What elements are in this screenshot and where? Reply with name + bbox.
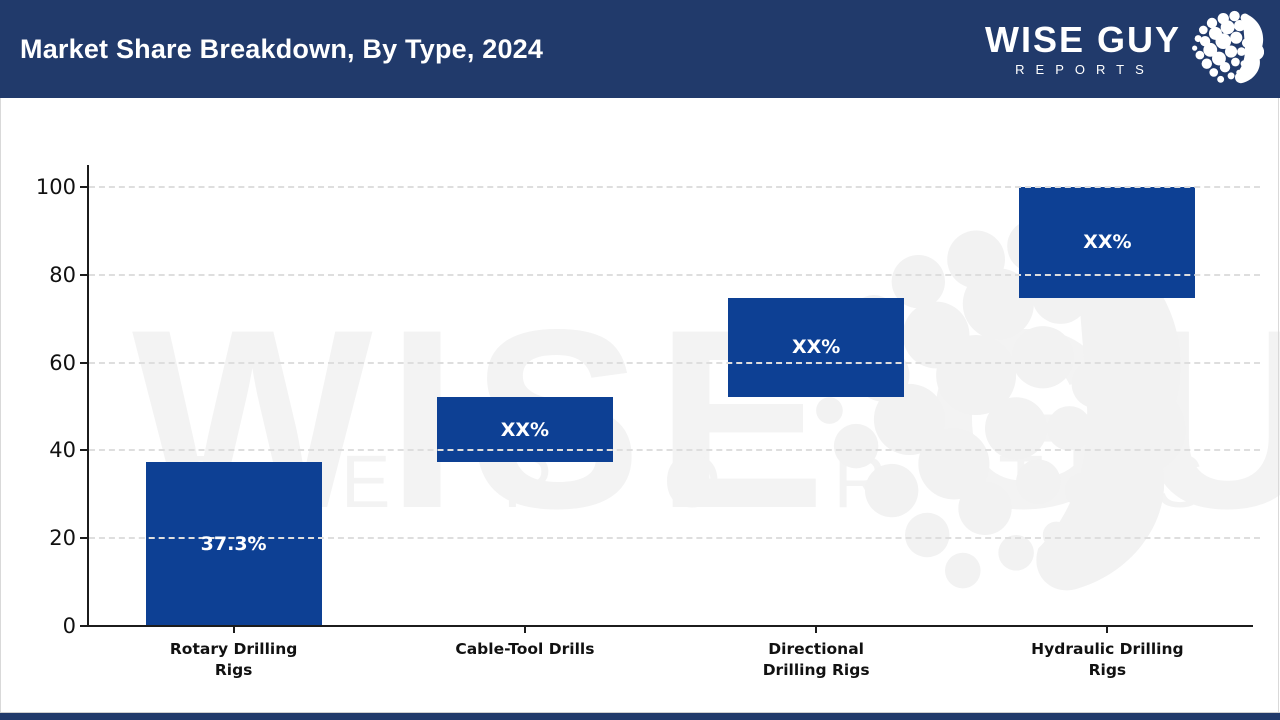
y-tick-label: 40 — [49, 438, 76, 463]
y-axis-line — [87, 165, 89, 627]
category-label: Rotary Drilling Rigs — [170, 639, 298, 681]
x-tick-mark — [815, 627, 818, 633]
header-bar: Market Share Breakdown, By Type, 2024 WI… — [0, 0, 1280, 98]
left-frame-border — [0, 98, 1, 712]
x-tick-mark — [232, 627, 235, 633]
right-frame-border — [1278, 98, 1279, 712]
y-tick-label: 20 — [49, 526, 76, 551]
y-tick-mark — [80, 537, 87, 540]
gridline — [89, 449, 1260, 452]
category-label: Hydraulic Drilling Rigs — [1031, 639, 1183, 681]
gridline — [89, 361, 1260, 364]
gridline — [89, 537, 1260, 540]
logo-subtitle-text: REPORTS — [1015, 61, 1155, 77]
logo-wordmark: WISE GUY REPORTS — [984, 18, 1181, 77]
x-tick-mark — [523, 627, 526, 633]
wise-guy-reports-logo: WISE GUY REPORTS — [985, 6, 1264, 92]
y-tick-mark — [80, 361, 87, 364]
dotted-face-icon — [1192, 10, 1264, 84]
x-axis-line — [87, 625, 1253, 627]
gridline — [89, 273, 1260, 276]
category-label-line: Rotary Drilling — [169, 640, 298, 658]
y-tick-mark — [80, 449, 87, 452]
bar-value-label: 37.3% — [200, 533, 267, 556]
logo-title-text: WISE GUY — [984, 18, 1181, 60]
y-tick-mark — [80, 186, 87, 188]
footer-bar — [0, 713, 1280, 720]
y-tick-label: 80 — [49, 262, 76, 287]
category-label: Directional Drilling Rigs — [763, 639, 870, 681]
category-label-line: Cable-Tool Drills — [455, 640, 595, 658]
y-tick-mark — [80, 273, 87, 276]
y-tick-label: 100 — [35, 175, 76, 199]
category-label-line: Hydraulic Drilling — [1031, 640, 1184, 658]
category-label-line: Directional — [768, 640, 864, 658]
category-label-line: Rigs — [1088, 661, 1127, 679]
y-tick-mark — [80, 625, 87, 627]
bottom-frame-border — [0, 712, 1280, 713]
category-label: Cable-Tool Drills — [455, 639, 594, 660]
bar-value-label: XX% — [791, 336, 841, 359]
y-tick-label: 60 — [49, 350, 76, 375]
bar-segment — [145, 462, 322, 626]
bar-segment — [1019, 187, 1196, 298]
page-title: Market Share Breakdown, By Type, 2024 — [20, 33, 544, 64]
x-tick-mark — [1106, 627, 1109, 633]
y-tick-label: 0 — [62, 614, 76, 638]
bar-value-label: XX% — [500, 418, 550, 441]
bar-segment — [728, 297, 905, 397]
gridline — [89, 186, 1260, 188]
category-label-line: Drilling Rigs — [762, 661, 870, 679]
category-label-line: Rigs — [214, 661, 253, 679]
bar-value-label: XX% — [1083, 231, 1132, 254]
